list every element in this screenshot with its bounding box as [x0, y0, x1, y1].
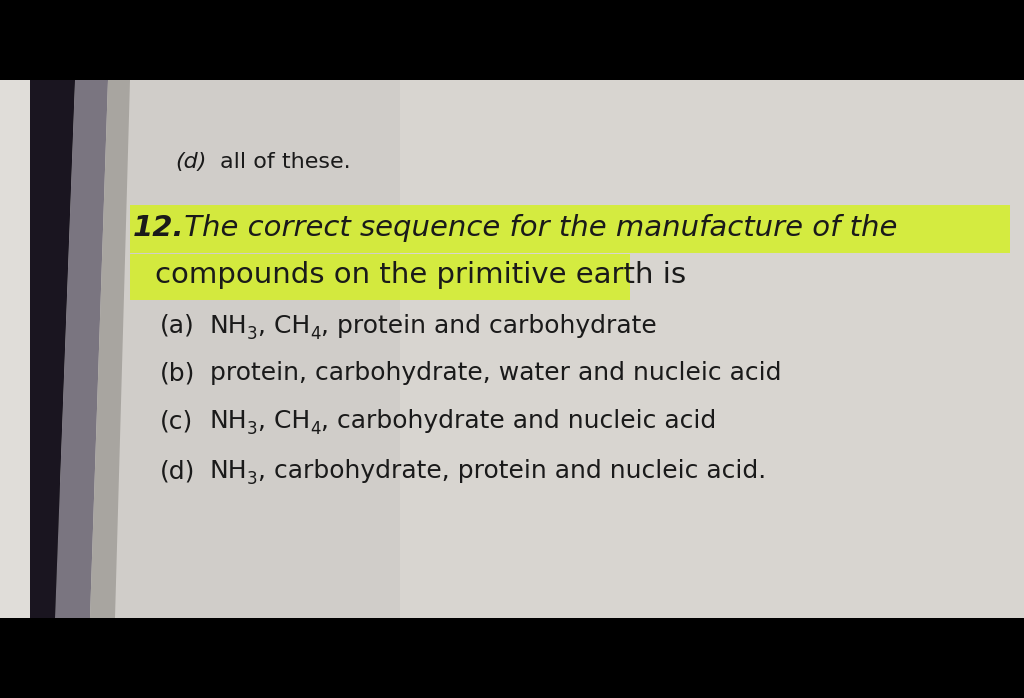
- Bar: [130, 205, 1010, 253]
- Polygon shape: [0, 80, 75, 618]
- Text: 3: 3: [247, 470, 258, 488]
- Text: (a): (a): [160, 314, 195, 338]
- Text: , CH: , CH: [258, 314, 310, 338]
- Polygon shape: [0, 80, 30, 618]
- Text: compounds on the primitive earth is: compounds on the primitive earth is: [155, 261, 686, 289]
- Text: (c): (c): [160, 409, 194, 433]
- Text: , CH: , CH: [258, 409, 310, 433]
- Text: 4: 4: [310, 420, 321, 438]
- Text: , carbohydrate, protein and nucleic acid.: , carbohydrate, protein and nucleic acid…: [258, 459, 766, 483]
- Polygon shape: [0, 80, 75, 618]
- Text: The correct sequence for the manufacture of the: The correct sequence for the manufacture…: [175, 214, 897, 242]
- Text: NH: NH: [210, 314, 248, 338]
- Text: 4: 4: [310, 325, 321, 343]
- Polygon shape: [90, 80, 130, 618]
- Polygon shape: [55, 80, 108, 618]
- Text: 3: 3: [247, 420, 258, 438]
- Bar: [0, 0, 1024, 80]
- Text: protein, carbohydrate, water and nucleic acid: protein, carbohydrate, water and nucleic…: [210, 361, 781, 385]
- Bar: [0, 618, 1024, 698]
- Bar: [400, 80, 1024, 618]
- Text: , protein and carbohydrate: , protein and carbohydrate: [321, 314, 656, 338]
- Text: 3: 3: [247, 325, 258, 343]
- Bar: [130, 254, 630, 300]
- Text: (d): (d): [160, 459, 196, 483]
- Text: (b): (b): [160, 361, 196, 385]
- Text: (d): (d): [175, 152, 207, 172]
- Text: , carbohydrate and nucleic acid: , carbohydrate and nucleic acid: [321, 409, 716, 433]
- Text: NH: NH: [210, 459, 248, 483]
- Text: all of these.: all of these.: [220, 152, 350, 172]
- Text: NH: NH: [210, 409, 248, 433]
- Text: 12.: 12.: [133, 214, 184, 242]
- Bar: [60, 80, 1024, 618]
